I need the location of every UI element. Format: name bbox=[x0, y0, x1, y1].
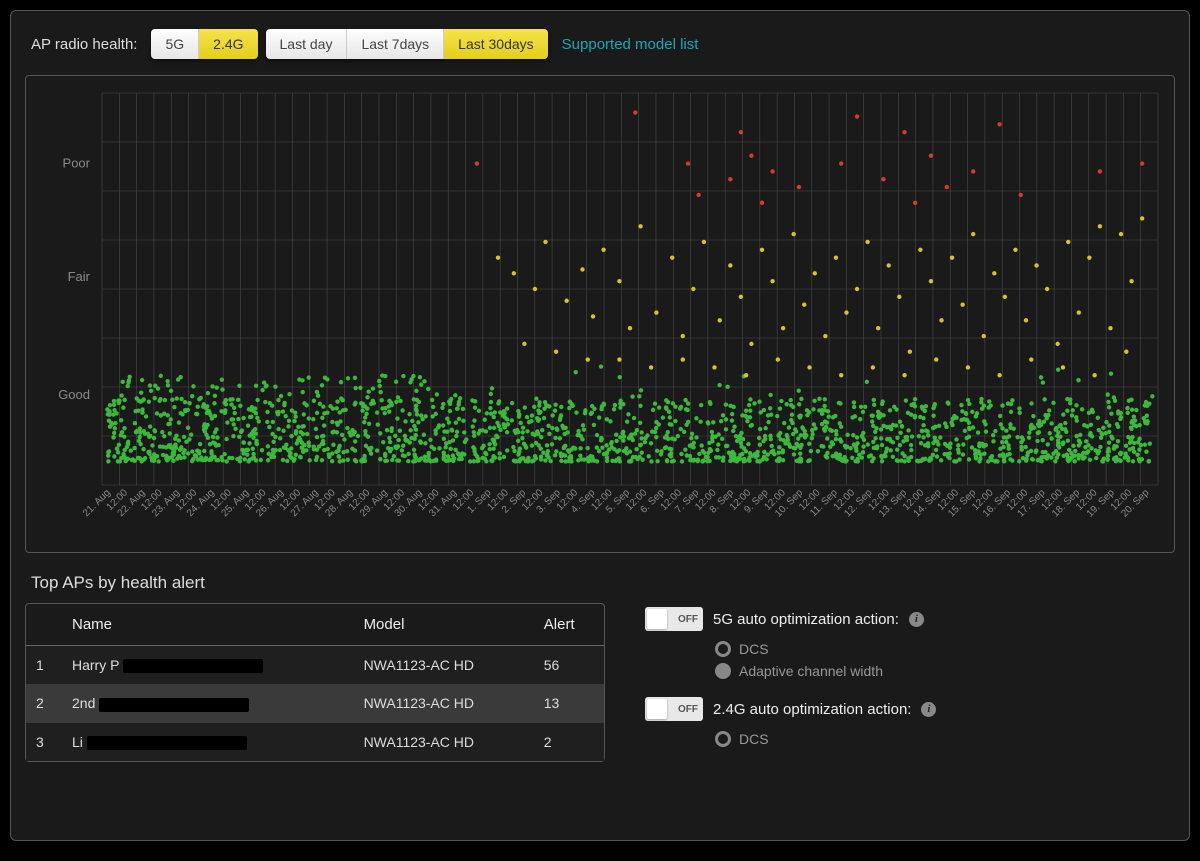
info-icon[interactable]: i bbox=[909, 612, 924, 627]
top-aps-table-container: NameModelAlert 1Harry P NWA1123-AC HD562… bbox=[25, 603, 605, 762]
redacted-text bbox=[87, 736, 247, 750]
radio-icon bbox=[715, 663, 731, 679]
band-toggle-group: 5G2.4G bbox=[151, 29, 257, 59]
opt-5g-title: 5G auto optimization action: bbox=[713, 611, 899, 628]
health-chart-container: GoodFairPoor21. Aug12:0022. Aug12:0023. … bbox=[25, 75, 1175, 553]
radio-label: DCS bbox=[739, 731, 769, 747]
controls-row: AP radio health: 5G2.4G Last dayLast 7da… bbox=[25, 29, 1175, 59]
table-row[interactable]: 22nd NWA1123-AC HD13 bbox=[26, 684, 604, 722]
band-btn-2.4g[interactable]: 2.4G bbox=[199, 29, 257, 59]
range-btn-last-30days[interactable]: Last 30days bbox=[444, 29, 548, 59]
redacted-text bbox=[99, 698, 249, 712]
radio-icon bbox=[715, 641, 731, 657]
top-aps-title: Top APs by health alert bbox=[31, 573, 1175, 593]
table-row[interactable]: 1Harry P NWA1123-AC HD56 bbox=[26, 646, 604, 685]
radio-label: Adaptive channel width bbox=[739, 663, 883, 679]
opt-5g-row: OFF 5G auto optimization action: i bbox=[645, 607, 1175, 631]
radio-label: DCS bbox=[739, 641, 769, 657]
toggle-5g[interactable]: OFF bbox=[645, 607, 703, 631]
top-aps-table: NameModelAlert 1Harry P NWA1123-AC HD562… bbox=[26, 604, 604, 761]
radio-option[interactable]: Adaptive channel width bbox=[715, 663, 1175, 679]
redacted-text bbox=[123, 659, 263, 673]
ap-radio-health-panel: AP radio health: 5G2.4G Last dayLast 7da… bbox=[10, 10, 1190, 841]
bottom-row: NameModelAlert 1Harry P NWA1123-AC HD562… bbox=[25, 603, 1175, 762]
range-btn-last-day[interactable]: Last day bbox=[266, 29, 348, 59]
radio-icon bbox=[715, 731, 731, 747]
range-toggle-group: Last dayLast 7daysLast 30days bbox=[266, 29, 548, 59]
toggle-24g[interactable]: OFF bbox=[645, 697, 703, 721]
optimization-panel: OFF 5G auto optimization action: i DCS Ad… bbox=[645, 603, 1175, 753]
opt-24g-title: 2.4G auto optimization action: bbox=[713, 701, 911, 718]
table-row[interactable]: 3Li NWA1123-AC HD2 bbox=[26, 723, 604, 761]
table-header: Model bbox=[354, 604, 534, 646]
table-header: Alert bbox=[534, 604, 604, 646]
table-header bbox=[26, 604, 62, 646]
svg-text:Good: Good bbox=[58, 387, 90, 402]
range-btn-last-7days[interactable]: Last 7days bbox=[347, 29, 444, 59]
opt-24g-row: OFF 2.4G auto optimization action: i bbox=[645, 697, 1175, 721]
health-scatter-chart: GoodFairPoor21. Aug12:0022. Aug12:0023. … bbox=[32, 82, 1168, 550]
radio-option[interactable]: DCS bbox=[715, 731, 1175, 747]
supported-model-link[interactable]: Supported model list bbox=[562, 36, 699, 53]
controls-label: AP radio health: bbox=[31, 36, 137, 53]
radio-option[interactable]: DCS bbox=[715, 641, 1175, 657]
svg-text:Fair: Fair bbox=[68, 269, 91, 284]
info-icon[interactable]: i bbox=[921, 702, 936, 717]
svg-text:Poor: Poor bbox=[63, 156, 91, 171]
table-header: Name bbox=[62, 604, 354, 646]
band-btn-5g[interactable]: 5G bbox=[151, 29, 199, 59]
